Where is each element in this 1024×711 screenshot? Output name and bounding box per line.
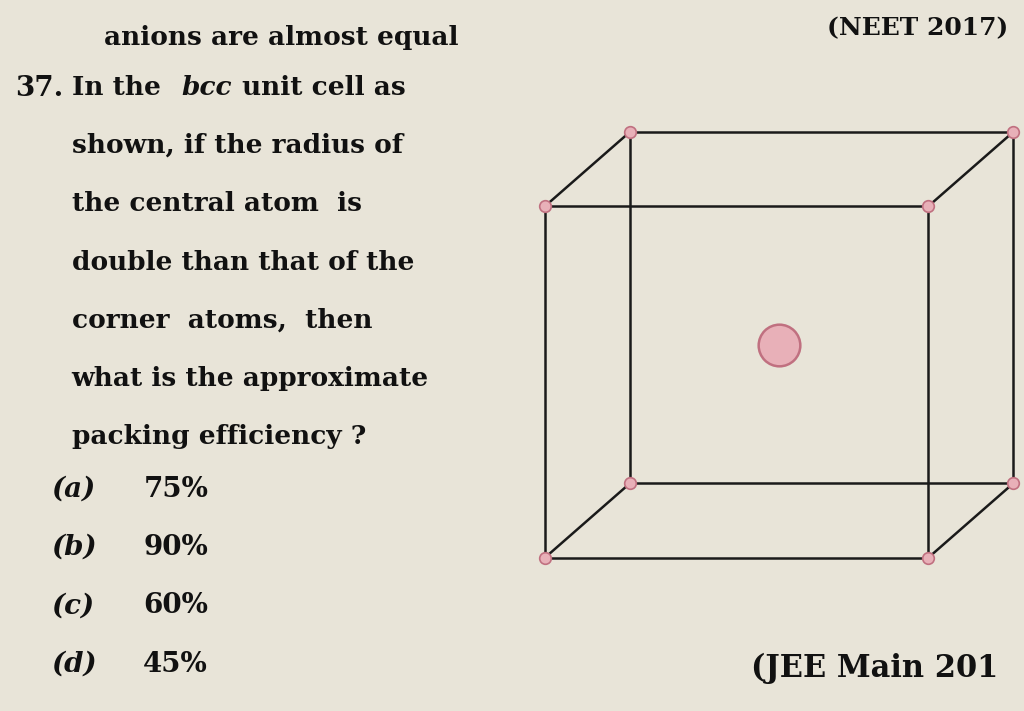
Text: (JEE Main 201: (JEE Main 201 [752, 653, 998, 684]
Text: (c): (c) [51, 592, 94, 619]
Text: (NEET 2017): (NEET 2017) [827, 16, 1009, 41]
Text: (d): (d) [51, 651, 97, 678]
Text: 45%: 45% [143, 651, 208, 678]
Text: 90%: 90% [143, 534, 208, 561]
Text: 37.: 37. [15, 75, 63, 102]
Text: corner  atoms,  then: corner atoms, then [72, 308, 372, 333]
Text: anions are almost equal: anions are almost equal [104, 25, 459, 50]
Text: bcc: bcc [182, 75, 232, 100]
Text: unit cell as: unit cell as [233, 75, 406, 100]
Point [622, 478, 638, 489]
Text: (a): (a) [51, 476, 95, 503]
Text: what is the approximate: what is the approximate [72, 366, 429, 391]
Text: packing efficiency ?: packing efficiency ? [72, 424, 366, 449]
Point [771, 339, 787, 351]
Point [1006, 126, 1022, 137]
Text: 60%: 60% [143, 592, 208, 619]
Point [622, 126, 638, 137]
Text: shown, if the radius of: shown, if the radius of [72, 133, 402, 158]
Text: 75%: 75% [143, 476, 208, 503]
Text: double than that of the: double than that of the [72, 250, 414, 274]
Text: the central atom  is: the central atom is [72, 191, 361, 216]
Point [537, 552, 553, 564]
Point [920, 201, 936, 212]
Point [1006, 478, 1022, 489]
Text: In the: In the [72, 75, 170, 100]
Point [920, 552, 936, 564]
Text: (b): (b) [51, 534, 97, 561]
Point [537, 201, 553, 212]
